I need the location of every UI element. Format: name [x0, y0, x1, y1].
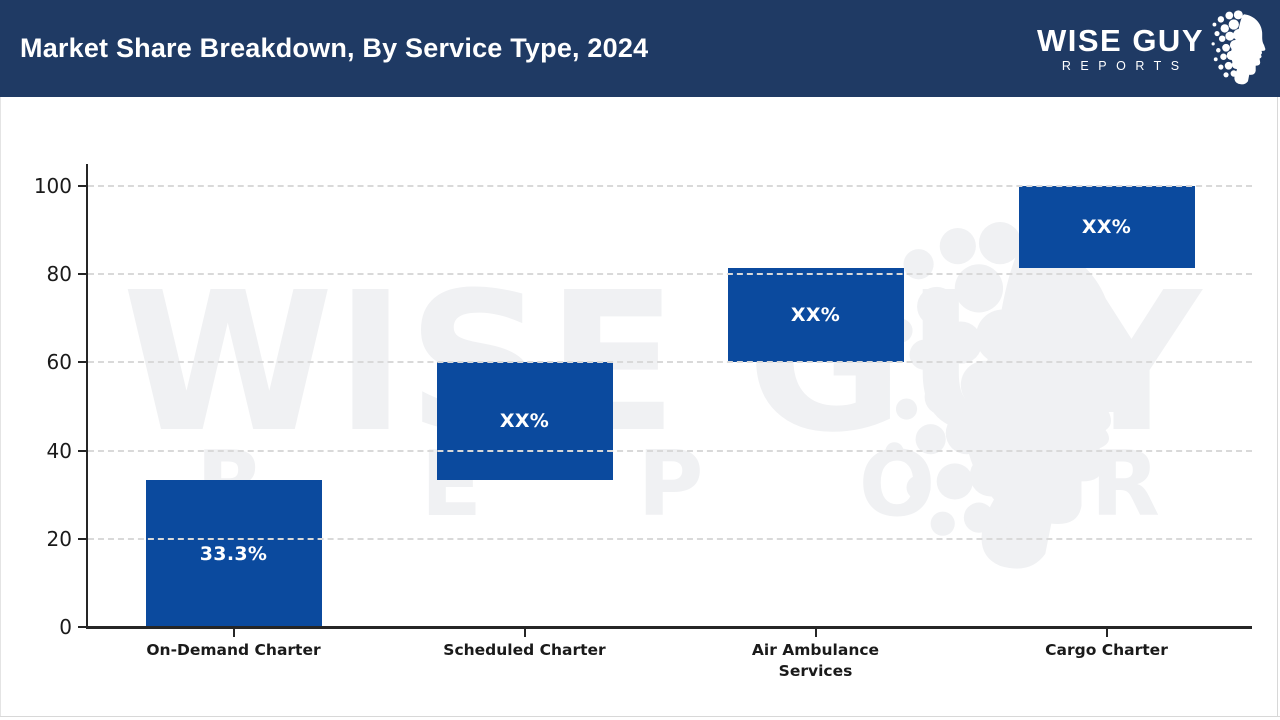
- y-tick-60: [78, 361, 86, 364]
- bar-value-label: XX%: [1081, 216, 1132, 239]
- logo-subtitle: REPORTS: [1061, 59, 1189, 73]
- y-tick-label-20: 20: [46, 526, 72, 551]
- gridline-80: [88, 273, 1252, 276]
- frame-bottom-hairline: [0, 716, 1280, 717]
- logo-wordmark: WISE GUY: [1036, 23, 1204, 58]
- bar-value-label: XX%: [790, 304, 841, 327]
- wiseguy-head-icon: [1211, 9, 1266, 84]
- category-label-air-ambulance-services: Air Ambulance Services: [751, 641, 880, 680]
- y-tick-100: [78, 185, 86, 187]
- bar-value-label: XX%: [499, 410, 550, 433]
- watermark-head-icon: [874, 222, 1127, 569]
- bar-scheduled-charter: XX%: [436, 362, 613, 481]
- wiseguy-logo: WISE GUY REPORTS: [1036, 9, 1266, 88]
- x-tick-on-demand-charter: [232, 628, 235, 637]
- frame-right-hairline: [1277, 97, 1278, 716]
- x-tick-air-ambulance-services: [814, 628, 817, 637]
- gridline-40: [88, 449, 1252, 452]
- y-tick-label-40: 40: [46, 438, 72, 463]
- y-tick-label-100: 100: [33, 174, 72, 198]
- gridline-100: [88, 185, 1252, 187]
- header-bar: Market Share Breakdown, By Service Type,…: [0, 0, 1280, 97]
- y-tick-label-60: 60: [46, 350, 72, 375]
- page-title: Market Share Breakdown, By Service Type,…: [20, 33, 649, 63]
- gridline-60: [88, 361, 1252, 364]
- y-tick-label-80: 80: [46, 262, 72, 287]
- category-label-scheduled-charter: Scheduled Charter: [443, 641, 606, 659]
- y-tick-0: [78, 626, 86, 628]
- gridline-20: [88, 537, 1252, 540]
- y-tick-20: [78, 537, 86, 540]
- y-tick-label-0: 0: [59, 615, 72, 639]
- y-tick-40: [78, 449, 86, 452]
- bar-cargo-charter: XX%: [1018, 186, 1195, 269]
- y-tick-80: [78, 273, 86, 276]
- category-label-on-demand-charter: On-Demand Charter: [146, 641, 321, 659]
- x-axis-line: [86, 626, 1252, 629]
- bar-air-ambulance-services: XX%: [727, 268, 904, 363]
- x-tick-scheduled-charter: [523, 628, 526, 637]
- frame-left-hairline: [0, 97, 1, 716]
- y-axis-line: [86, 164, 88, 628]
- bar-on-demand-charter: 33.3%: [145, 480, 322, 627]
- category-label-cargo-charter: Cargo Charter: [1045, 641, 1168, 659]
- wiseguy-logo-text: WISE GUY REPORTS: [1036, 23, 1204, 74]
- x-tick-cargo-charter: [1105, 628, 1108, 637]
- bar-value-label: 33.3%: [199, 542, 268, 565]
